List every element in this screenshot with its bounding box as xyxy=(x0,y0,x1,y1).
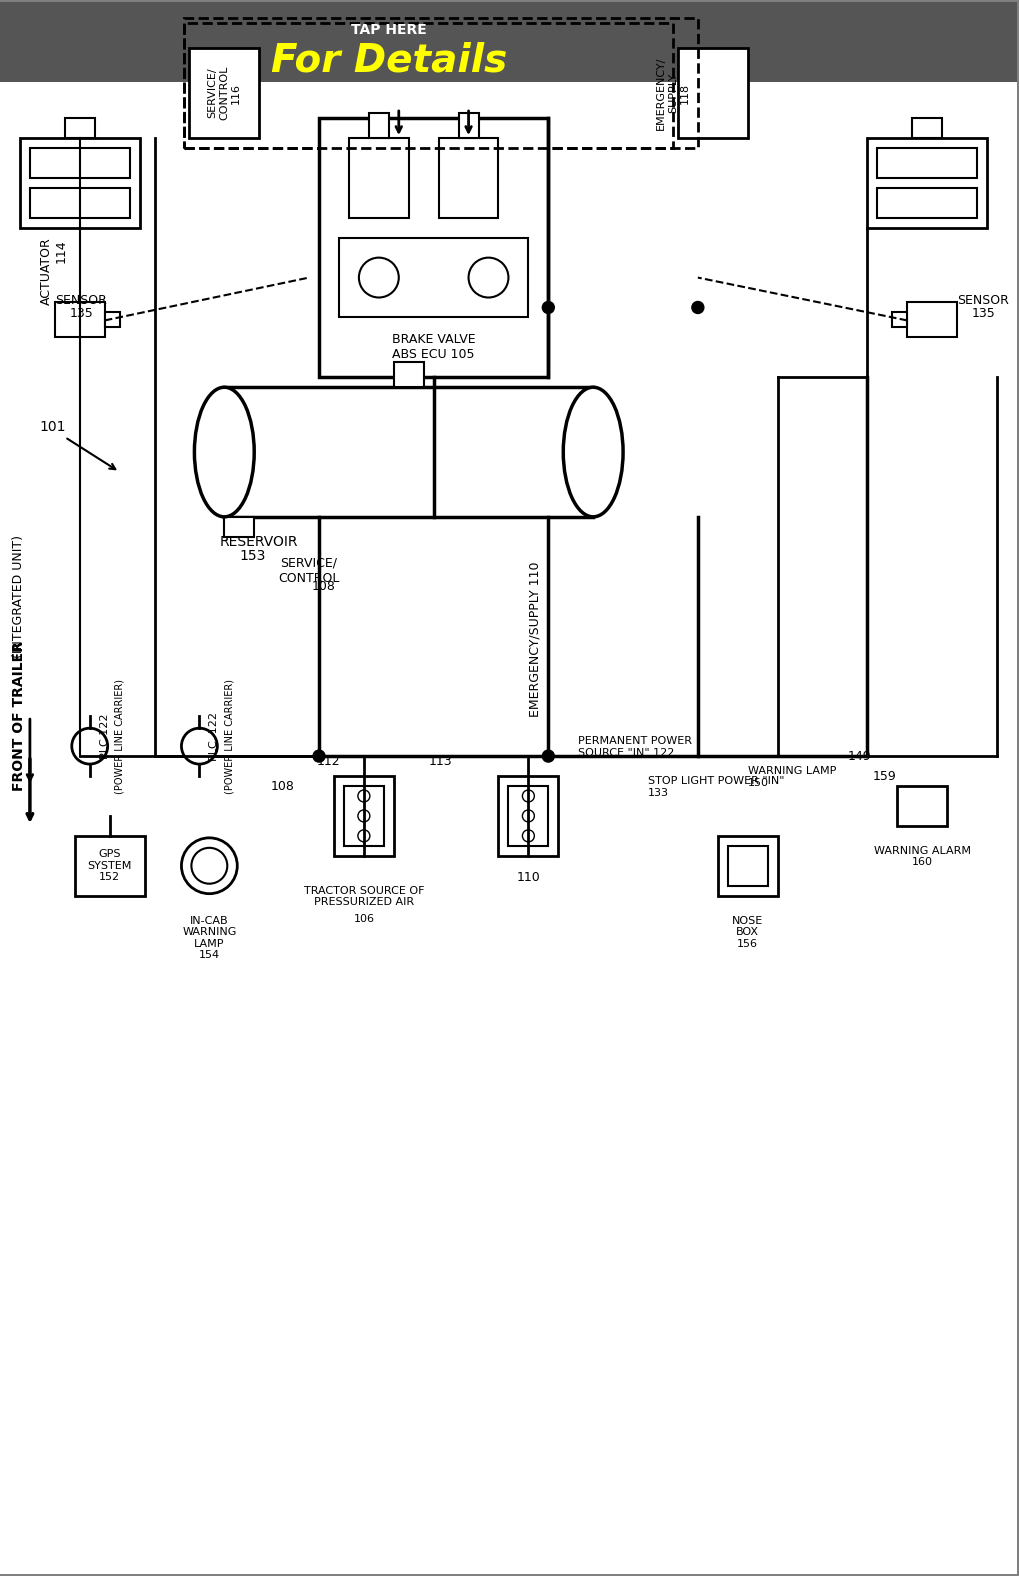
Bar xyxy=(717,835,776,895)
Text: 106: 106 xyxy=(353,914,374,924)
Bar xyxy=(74,835,145,895)
Circle shape xyxy=(181,838,237,894)
Bar xyxy=(393,362,423,388)
Text: 108: 108 xyxy=(312,580,335,593)
Bar xyxy=(727,846,767,886)
Circle shape xyxy=(71,728,108,764)
Text: 135: 135 xyxy=(69,307,94,320)
Text: 114: 114 xyxy=(55,240,68,263)
Circle shape xyxy=(542,301,553,314)
Text: ACTUATOR: ACTUATOR xyxy=(40,238,53,306)
Text: WARNING LAMP
150: WARNING LAMP 150 xyxy=(747,766,836,788)
Circle shape xyxy=(359,257,398,298)
Circle shape xyxy=(522,790,534,802)
Bar xyxy=(678,49,747,139)
Bar xyxy=(876,148,976,178)
Text: 153: 153 xyxy=(239,548,265,563)
Text: (POWER LINE CARRIER): (POWER LINE CARRIER) xyxy=(114,679,124,794)
Text: TAP HERE: TAP HERE xyxy=(351,24,426,38)
Bar xyxy=(866,139,986,227)
Text: SENSOR: SENSOR xyxy=(956,295,1008,307)
Bar xyxy=(190,49,259,139)
Text: 113: 113 xyxy=(428,755,451,768)
Bar xyxy=(55,303,105,337)
Text: FRONT OF TRAILER: FRONT OF TRAILER xyxy=(12,641,25,791)
Bar xyxy=(911,118,942,139)
Text: GPS
SYSTEM
152: GPS SYSTEM 152 xyxy=(88,849,131,883)
Bar xyxy=(333,775,393,856)
Text: IN-CAB
WARNING
LAMP
154: IN-CAB WARNING LAMP 154 xyxy=(182,916,236,960)
Bar xyxy=(459,113,478,139)
Text: 108: 108 xyxy=(270,780,293,793)
Circle shape xyxy=(468,257,507,298)
Text: WARNING ALARM
160: WARNING ALARM 160 xyxy=(873,846,970,867)
Bar xyxy=(338,238,528,317)
Bar xyxy=(369,113,388,139)
Circle shape xyxy=(358,831,370,842)
Ellipse shape xyxy=(562,388,623,517)
Text: EMERGENCY/
SUPPLY
118: EMERGENCY/ SUPPLY 118 xyxy=(655,57,689,129)
Bar xyxy=(30,188,129,217)
Bar xyxy=(906,303,956,337)
Bar xyxy=(348,139,409,217)
Circle shape xyxy=(313,750,325,763)
Text: 149: 149 xyxy=(847,750,870,763)
Circle shape xyxy=(691,301,703,314)
Bar xyxy=(224,517,254,537)
Circle shape xyxy=(522,810,534,823)
Bar xyxy=(507,786,548,846)
Text: BRAKE VALVE
ABS ECU 105: BRAKE VALVE ABS ECU 105 xyxy=(391,334,475,361)
Text: PERMANENT POWER
SOURCE "IN" 122: PERMANENT POWER SOURCE "IN" 122 xyxy=(578,736,692,758)
Circle shape xyxy=(358,810,370,823)
Text: 110: 110 xyxy=(516,872,540,884)
Text: 101: 101 xyxy=(40,421,66,433)
Bar xyxy=(876,188,976,217)
Circle shape xyxy=(192,848,227,884)
Text: NOSE
BOX
156: NOSE BOX 156 xyxy=(732,916,762,949)
Text: 135: 135 xyxy=(971,307,995,320)
Text: PLC 122: PLC 122 xyxy=(100,714,110,760)
Text: PLC  122: PLC 122 xyxy=(209,712,219,761)
Text: TRACTOR SOURCE OF
PRESSURIZED AIR: TRACTOR SOURCE OF PRESSURIZED AIR xyxy=(304,886,424,908)
Bar xyxy=(0,3,1016,82)
Text: SENSOR: SENSOR xyxy=(55,295,107,307)
Text: 159: 159 xyxy=(871,769,895,783)
Text: 112: 112 xyxy=(317,755,340,768)
Text: (POWER LINE CARRIER): (POWER LINE CARRIER) xyxy=(224,679,234,794)
Circle shape xyxy=(542,750,553,763)
Text: RESERVOIR: RESERVOIR xyxy=(219,534,298,548)
Bar xyxy=(224,388,593,517)
Bar xyxy=(105,312,119,328)
Bar xyxy=(20,139,140,227)
Bar xyxy=(498,775,557,856)
Text: For Details: For Details xyxy=(270,41,506,79)
Text: (INTEGRATED UNIT): (INTEGRATED UNIT) xyxy=(12,536,24,659)
Bar xyxy=(65,118,95,139)
Bar xyxy=(438,139,498,217)
Bar xyxy=(319,118,548,377)
Bar xyxy=(30,148,129,178)
Circle shape xyxy=(181,728,217,764)
Bar xyxy=(892,312,906,328)
Text: EMERGENCY/SUPPLY 110: EMERGENCY/SUPPLY 110 xyxy=(528,561,541,717)
Ellipse shape xyxy=(195,388,254,517)
Text: SERVICE/
CONTROL: SERVICE/ CONTROL xyxy=(278,556,339,585)
Bar xyxy=(897,786,947,826)
Bar xyxy=(184,24,673,148)
Circle shape xyxy=(358,790,370,802)
Bar xyxy=(184,19,697,148)
Circle shape xyxy=(522,831,534,842)
Text: SERVICE/
CONTROL
116: SERVICE/ CONTROL 116 xyxy=(208,66,240,120)
Text: STOP LIGHT POWER "IN"
133: STOP LIGHT POWER "IN" 133 xyxy=(647,775,784,797)
Bar xyxy=(343,786,383,846)
